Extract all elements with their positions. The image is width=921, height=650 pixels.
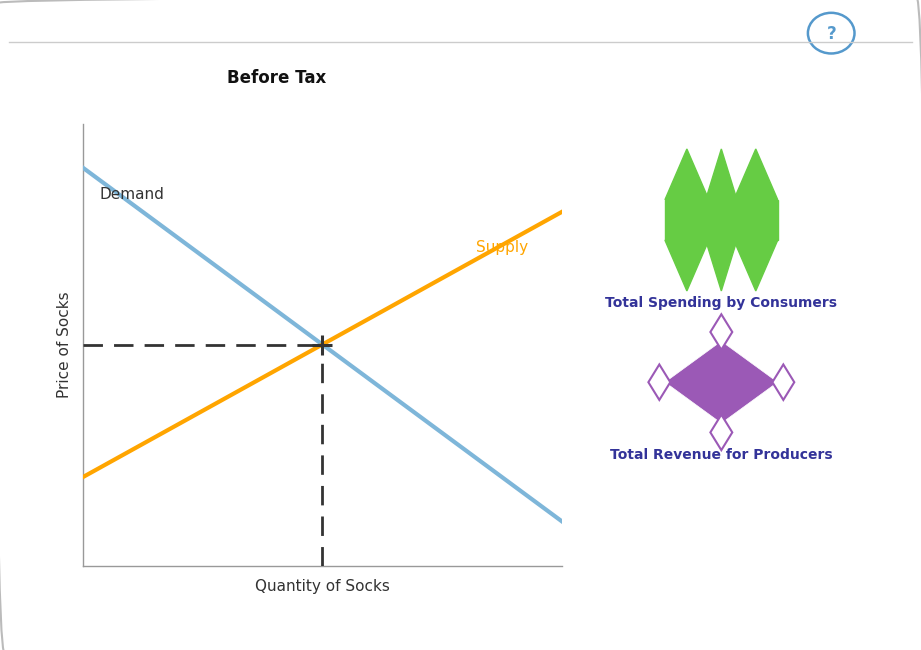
Polygon shape — [705, 149, 737, 200]
Text: Total Spending by Consumers: Total Spending by Consumers — [605, 296, 837, 310]
Circle shape — [808, 13, 855, 53]
Polygon shape — [648, 365, 670, 400]
Polygon shape — [734, 149, 777, 200]
Polygon shape — [705, 240, 737, 291]
Text: ?: ? — [826, 25, 836, 43]
Polygon shape — [710, 415, 732, 450]
Polygon shape — [665, 341, 777, 423]
Polygon shape — [710, 314, 732, 350]
Y-axis label: Price of Socks: Price of Socks — [57, 291, 72, 398]
Polygon shape — [665, 240, 709, 291]
Text: Supply: Supply — [475, 240, 528, 255]
Text: Before Tax: Before Tax — [227, 69, 326, 87]
Polygon shape — [665, 149, 709, 200]
Polygon shape — [665, 200, 777, 240]
Text: Total Revenue for Producers: Total Revenue for Producers — [610, 448, 833, 462]
Polygon shape — [773, 365, 794, 400]
Text: Demand: Demand — [99, 187, 165, 202]
X-axis label: Quantity of Socks: Quantity of Socks — [255, 579, 390, 594]
Polygon shape — [734, 240, 777, 291]
